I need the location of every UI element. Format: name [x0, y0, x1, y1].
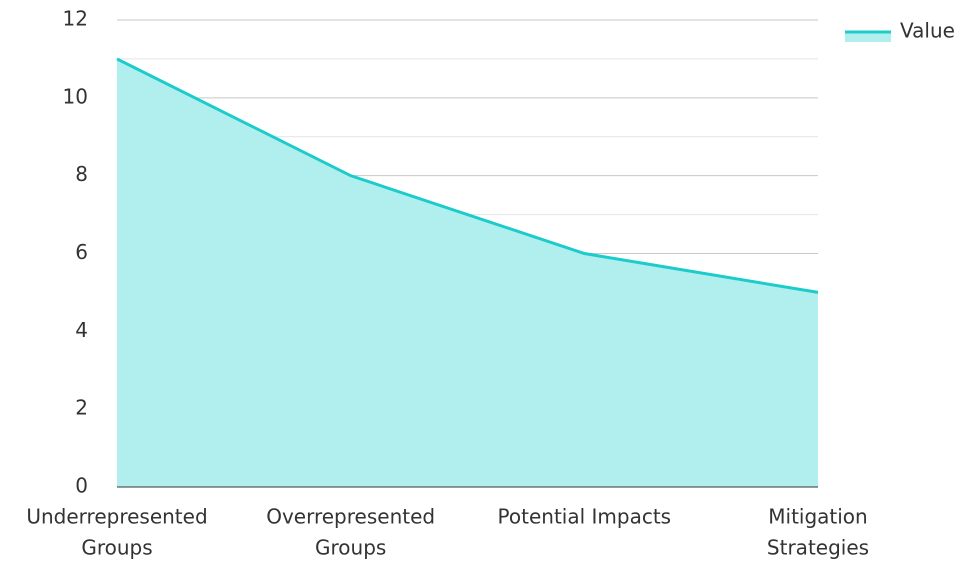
legend-label: Value	[900, 19, 955, 43]
y-tick-label: 10	[63, 84, 88, 108]
y-tick-label: 0	[75, 474, 88, 498]
x-tick-label: Potential Impacts	[498, 505, 672, 529]
area	[117, 58, 818, 488]
line	[116, 57, 819, 294]
x-tick-label: Groups	[315, 536, 386, 560]
x-tick-label: Overrepresented	[266, 505, 435, 529]
y-tick-label: 12	[63, 7, 88, 31]
y-tick-label: 8	[75, 162, 88, 186]
y-tick-label: 2	[75, 396, 88, 420]
legend-swatch	[845, 32, 891, 42]
x-tick-label: Underrepresented	[26, 505, 207, 529]
x-tick-label: Mitigation	[768, 505, 867, 529]
x-tick-label: Groups	[81, 536, 152, 560]
x-tick-label: Strategies	[767, 536, 869, 560]
y-tick-label: 6	[75, 240, 88, 264]
y-tick-label: 4	[75, 318, 88, 342]
